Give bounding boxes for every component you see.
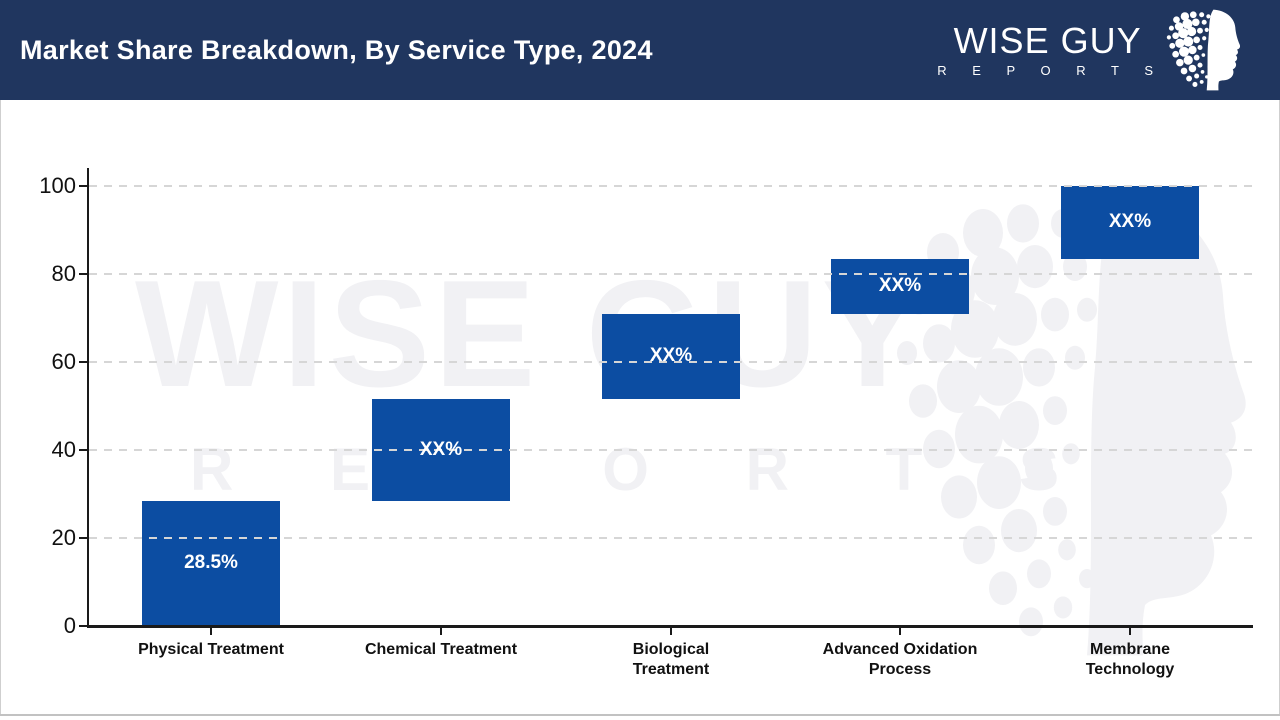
y-tick-label-20: 20	[51, 525, 76, 550]
x-axis-label-advanced-oxidation-process: Advanced Oxidation Process	[822, 641, 978, 678]
bar-value-label: 28.5%	[184, 552, 238, 574]
bar-label-box-advanced-oxidation-process: XX%	[831, 259, 969, 314]
bar-advanced-oxidation-process	[831, 258, 969, 314]
x-tick-mark-membrane-technology	[1129, 628, 1131, 635]
gridline-60	[89, 361, 1253, 363]
y-axis-line	[87, 168, 89, 627]
y-tick-mark-60	[79, 361, 87, 363]
page-left-border	[0, 100, 1, 716]
y-tick-mark-100	[79, 185, 87, 187]
gridline-20	[89, 537, 1253, 539]
y-tick-label-60: 60	[51, 349, 76, 374]
x-tick-mark-chemical-treatment	[440, 628, 442, 635]
x-axis-label-membrane-technology: Membrane Technology	[1085, 641, 1175, 678]
y-tick-mark-20	[79, 537, 87, 539]
logo-sub-text: R E P O R T S	[937, 62, 1164, 78]
watermark-text: WISE GUY	[135, 249, 928, 419]
bar-value-label: XX%	[649, 345, 693, 367]
x-tick-mark-physical-treatment	[210, 628, 212, 635]
y-tick-label-100: 100	[39, 173, 76, 198]
bar-value-label: XX%	[878, 275, 922, 297]
y-tick-mark-40	[79, 449, 87, 451]
bar-value-label: XX%	[1108, 211, 1152, 233]
bar-label-box-chemical-treatment: XX%	[372, 399, 510, 500]
x-axis-label-physical-treatment: Physical Treatment	[138, 641, 284, 658]
y-tick-label-80: 80	[51, 261, 76, 286]
page-bottom-rule	[0, 714, 1280, 716]
y-tick-label-40: 40	[51, 437, 76, 462]
gridline-80	[89, 273, 1253, 275]
x-axis-line	[87, 625, 1253, 628]
bar-physical-treatment	[142, 500, 280, 626]
wiseguy-logo: WISE GUY R E P O R T S	[931, 8, 1246, 92]
chart-title: Market Share Breakdown, By Service Type,…	[20, 34, 653, 65]
y-tick-mark-0	[79, 625, 87, 627]
logo-head-icon	[1166, 9, 1241, 91]
header-bar: Market Share Breakdown, By Service Type,…	[0, 0, 1280, 100]
logo-name-text: WISE GUY	[953, 19, 1142, 61]
gridline-100	[89, 185, 1253, 187]
x-tick-mark-advanced-oxidation-process	[899, 628, 901, 635]
x-tick-mark-biological-treatment	[670, 628, 672, 635]
bar-label-box-membrane-technology: XX%	[1061, 186, 1199, 259]
bar-label-box-biological-treatment: XX%	[602, 314, 740, 400]
x-axis-label-biological-treatment: Biological Treatment	[632, 641, 710, 678]
y-tick-mark-80	[79, 273, 87, 275]
x-axis-label-chemical-treatment: Chemical Treatment	[364, 641, 518, 658]
gridline-40	[89, 449, 1253, 451]
bar-membrane-technology	[1061, 186, 1199, 259]
bar-value-label: XX%	[419, 438, 463, 460]
y-tick-label-0: 0	[63, 613, 76, 638]
logo-text: WISE GUY R E P O R T S	[931, 19, 1164, 78]
bar-label-box-physical-treatment: 28.5%	[142, 501, 280, 626]
bar-biological-treatment	[602, 313, 740, 400]
